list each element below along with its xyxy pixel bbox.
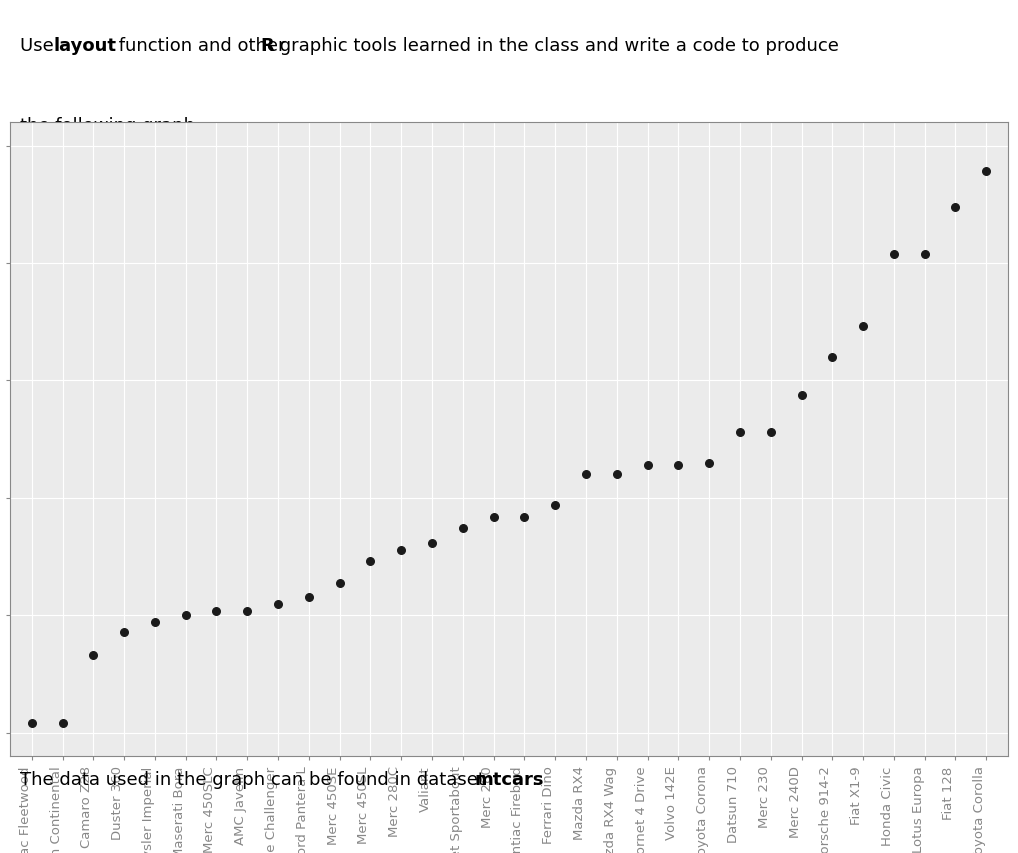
Point <box>609 468 625 482</box>
Point <box>948 200 964 214</box>
Text: the following graph.: the following graph. <box>20 117 201 135</box>
Point <box>978 165 995 179</box>
Text: graphic tools learned in the class and write a code to produce: graphic tools learned in the class and w… <box>274 38 839 55</box>
Point <box>239 604 256 618</box>
Point <box>54 717 70 730</box>
Text: Use: Use <box>20 38 60 55</box>
Text: .: . <box>531 769 536 787</box>
Point <box>362 555 379 569</box>
Point <box>762 426 779 439</box>
Point <box>177 609 193 623</box>
Point <box>270 597 286 611</box>
Point <box>547 498 563 512</box>
Text: The data used in the graph can be found in dataset: The data used in the graph can be found … <box>20 769 491 787</box>
Point <box>578 468 595 482</box>
Text: mtcars: mtcars <box>474 769 544 787</box>
Point <box>855 320 871 334</box>
Point <box>455 522 471 536</box>
Point <box>916 247 932 261</box>
Point <box>886 247 902 261</box>
Point <box>701 456 718 470</box>
Text: layout: layout <box>53 38 116 55</box>
Text: R: R <box>261 38 274 55</box>
Point <box>332 576 348 589</box>
Point <box>670 459 686 473</box>
Point <box>793 388 809 402</box>
Point <box>516 510 532 524</box>
Point <box>116 625 132 639</box>
Point <box>209 604 225 618</box>
Point <box>393 543 409 557</box>
Point <box>147 616 163 630</box>
Point <box>86 649 102 663</box>
Point <box>825 351 841 364</box>
Point <box>486 510 502 524</box>
Point <box>732 426 748 439</box>
Point <box>639 459 656 473</box>
Text: function and other: function and other <box>113 38 291 55</box>
Point <box>23 717 40 730</box>
Point <box>423 537 440 550</box>
Point <box>300 590 317 604</box>
